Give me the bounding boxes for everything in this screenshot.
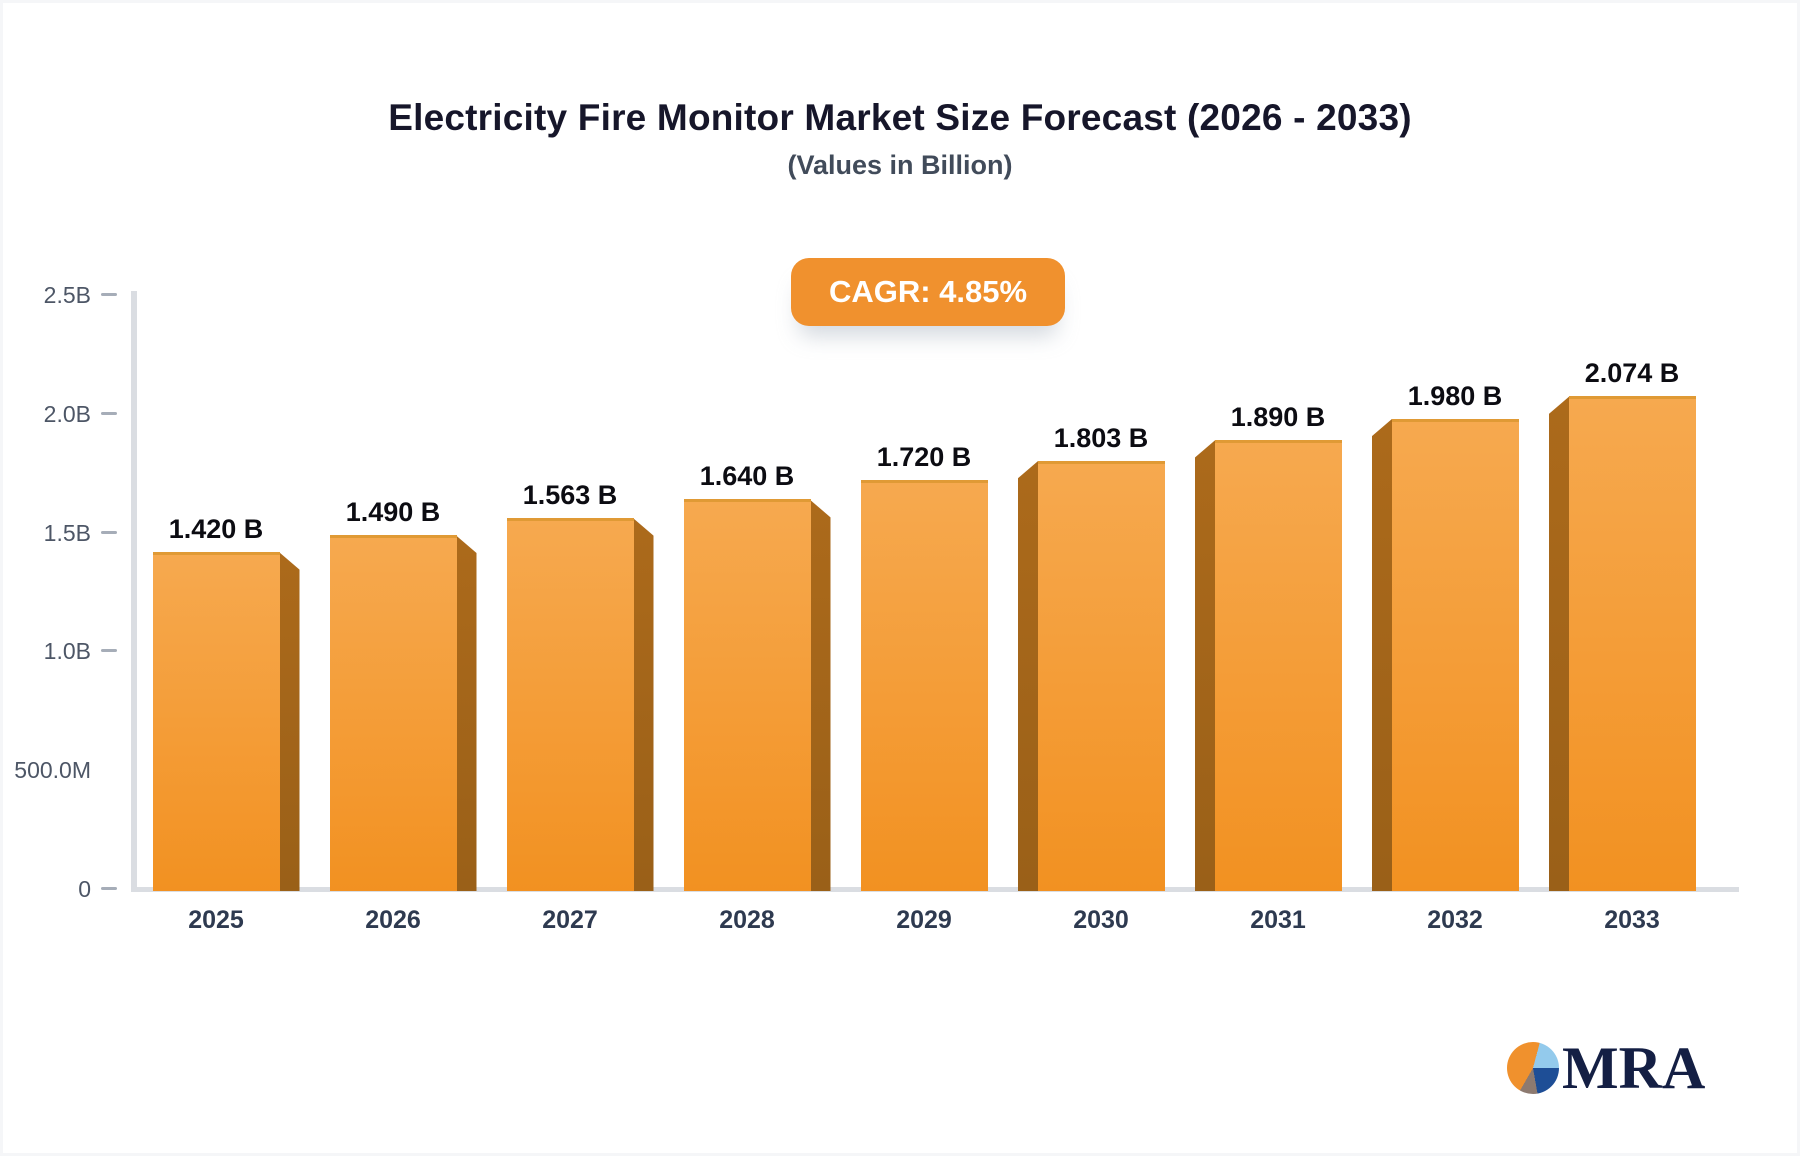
cagr-badge: CAGR: 4.85% bbox=[791, 258, 1065, 326]
bar-value-label: 1.890 B bbox=[1230, 401, 1326, 432]
y-tick-mark bbox=[101, 649, 117, 653]
y-tick-label: 500.0M bbox=[14, 757, 91, 784]
bar-value-label: 1.640 B bbox=[699, 461, 795, 492]
bar-value-label: 1.803 B bbox=[1053, 422, 1149, 453]
bar-value-label: 1.490 B bbox=[345, 496, 441, 527]
y-tick-mark bbox=[101, 411, 117, 415]
y-tick-label: 2.0B bbox=[43, 400, 91, 427]
y-tick-label: 1.5B bbox=[43, 519, 91, 546]
bar-value-label: 1.420 B bbox=[168, 513, 264, 544]
x-axis-label: 2028 bbox=[719, 906, 775, 934]
y-tick-mark bbox=[101, 887, 117, 890]
x-axis-label: 2025 bbox=[188, 906, 244, 934]
bar-2033 bbox=[1568, 396, 1696, 891]
bar-2031 bbox=[1214, 439, 1342, 891]
x-axis-label: 2030 bbox=[1073, 906, 1129, 934]
y-axis-line bbox=[131, 291, 137, 892]
y-tick-mark bbox=[101, 530, 117, 534]
bar-side bbox=[809, 499, 831, 891]
bar-side bbox=[278, 551, 300, 891]
bar-2032 bbox=[1391, 418, 1519, 891]
bar-side bbox=[455, 534, 477, 891]
x-axis-label: 2031 bbox=[1250, 906, 1306, 934]
bar-2030 bbox=[1037, 460, 1165, 891]
bar-2025 bbox=[152, 551, 280, 891]
bar-side bbox=[1017, 460, 1039, 891]
bar-2027 bbox=[506, 517, 634, 891]
page-title: Electricity Fire Monitor Market Size For… bbox=[388, 97, 1412, 138]
bar-value-label: 1.563 B bbox=[522, 479, 618, 510]
x-axis-label: 2029 bbox=[896, 906, 952, 934]
y-tick-label: 1.0B bbox=[43, 638, 91, 665]
bar-side bbox=[632, 517, 654, 891]
y-tick-mark bbox=[101, 293, 117, 296]
bar-side bbox=[1548, 396, 1570, 891]
bar-side bbox=[1194, 439, 1216, 891]
bar-value-label: 2.074 B bbox=[1584, 358, 1680, 389]
bar-2026 bbox=[329, 534, 457, 891]
brand-text: MRA bbox=[1562, 1035, 1706, 1101]
bar-side bbox=[1371, 418, 1393, 891]
x-axis-label: 2027 bbox=[542, 906, 598, 934]
y-tick-label: 2.5B bbox=[43, 282, 91, 308]
bar-value-label: 1.980 B bbox=[1407, 380, 1503, 411]
y-tick-label: 0 bbox=[78, 876, 91, 902]
brand-logo: MRA bbox=[1507, 1037, 1705, 1099]
bar-2028 bbox=[683, 499, 811, 891]
x-axis-label: 2032 bbox=[1427, 906, 1483, 934]
page-subtitle: (Values in Billion) bbox=[787, 150, 1013, 180]
bar-2029 bbox=[860, 480, 988, 891]
plot-area: 2.5B 2.0B 1.5B 1.0B 500.0M 0 1.420 B 2025 1.490 … bbox=[3, 3, 1797, 1153]
brand-pie-icon bbox=[1507, 1042, 1559, 1094]
x-axis-label: 2026 bbox=[365, 906, 421, 934]
bar-value-label: 1.720 B bbox=[876, 442, 972, 473]
x-axis-label: 2033 bbox=[1604, 906, 1660, 934]
